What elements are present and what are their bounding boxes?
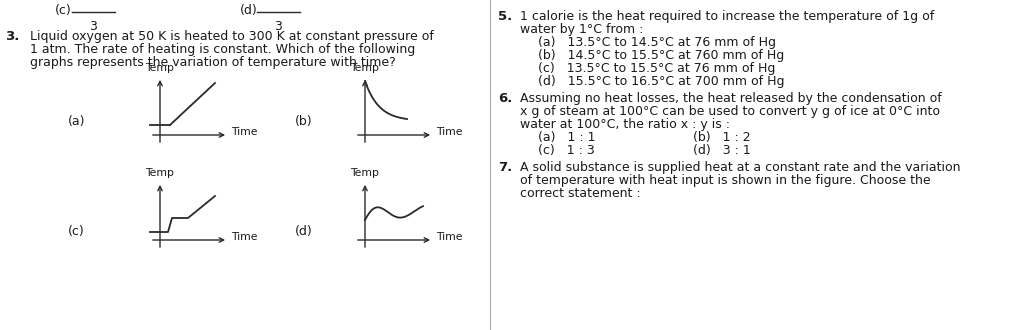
Text: Time: Time	[436, 232, 463, 242]
Text: (d)   15.5°C to 16.5°C at 700 mm of Hg: (d) 15.5°C to 16.5°C at 700 mm of Hg	[538, 75, 784, 88]
Text: (d): (d)	[240, 4, 258, 17]
Text: (c): (c)	[55, 4, 72, 17]
Text: 3: 3	[274, 20, 282, 33]
Text: (d): (d)	[295, 225, 312, 238]
Text: (b): (b)	[295, 115, 312, 128]
Text: Assuming no heat losses, the heat released by the condensation of: Assuming no heat losses, the heat releas…	[520, 92, 942, 105]
Text: 3.: 3.	[5, 30, 19, 43]
Text: Temp: Temp	[145, 168, 174, 178]
Text: graphs represents the variation of temperature with time?: graphs represents the variation of tempe…	[30, 56, 395, 69]
Text: (b)   14.5°C to 15.5°C at 760 mm of Hg: (b) 14.5°C to 15.5°C at 760 mm of Hg	[538, 49, 784, 62]
Text: Temp: Temp	[350, 168, 380, 178]
Text: 1 calorie is the heat required to increase the temperature of 1g of: 1 calorie is the heat required to increa…	[520, 10, 934, 23]
Text: 1 atm. The rate of heating is constant. Which of the following: 1 atm. The rate of heating is constant. …	[30, 43, 416, 56]
Text: Time: Time	[436, 127, 463, 137]
Text: x g of steam at 100°C can be used to convert y g of ice at 0°C into: x g of steam at 100°C can be used to con…	[520, 105, 940, 118]
Text: (a): (a)	[68, 115, 85, 128]
Text: Time: Time	[231, 127, 257, 137]
Text: 6.: 6.	[498, 92, 512, 105]
Text: water at 100°C, the ratio x : y is :: water at 100°C, the ratio x : y is :	[520, 118, 730, 131]
Text: Time: Time	[231, 232, 257, 242]
Text: (c)   13.5°C to 15.5°C at 76 mm of Hg: (c) 13.5°C to 15.5°C at 76 mm of Hg	[538, 62, 775, 75]
Text: (b)   1 : 2: (b) 1 : 2	[693, 131, 751, 144]
Text: water by 1°C from :: water by 1°C from :	[520, 23, 643, 36]
Text: Temp: Temp	[145, 63, 174, 73]
Text: 3: 3	[89, 20, 97, 33]
Text: A solid substance is supplied heat at a constant rate and the variation: A solid substance is supplied heat at a …	[520, 161, 961, 174]
Text: of temperature with heat input is shown in the figure. Choose the: of temperature with heat input is shown …	[520, 174, 931, 187]
Text: correct statement :: correct statement :	[520, 187, 641, 200]
Text: (a)   1 : 1: (a) 1 : 1	[538, 131, 596, 144]
Text: Temp: Temp	[350, 63, 380, 73]
Text: (a)   13.5°C to 14.5°C at 76 mm of Hg: (a) 13.5°C to 14.5°C at 76 mm of Hg	[538, 36, 776, 49]
Text: (c): (c)	[68, 225, 85, 238]
Text: (c)   1 : 3: (c) 1 : 3	[538, 144, 595, 157]
Text: Liquid oxygen at 50 K is heated to 300 K at constant pressure of: Liquid oxygen at 50 K is heated to 300 K…	[30, 30, 434, 43]
Text: (d)   3 : 1: (d) 3 : 1	[693, 144, 751, 157]
Text: 7.: 7.	[498, 161, 512, 174]
Text: 5.: 5.	[498, 10, 512, 23]
